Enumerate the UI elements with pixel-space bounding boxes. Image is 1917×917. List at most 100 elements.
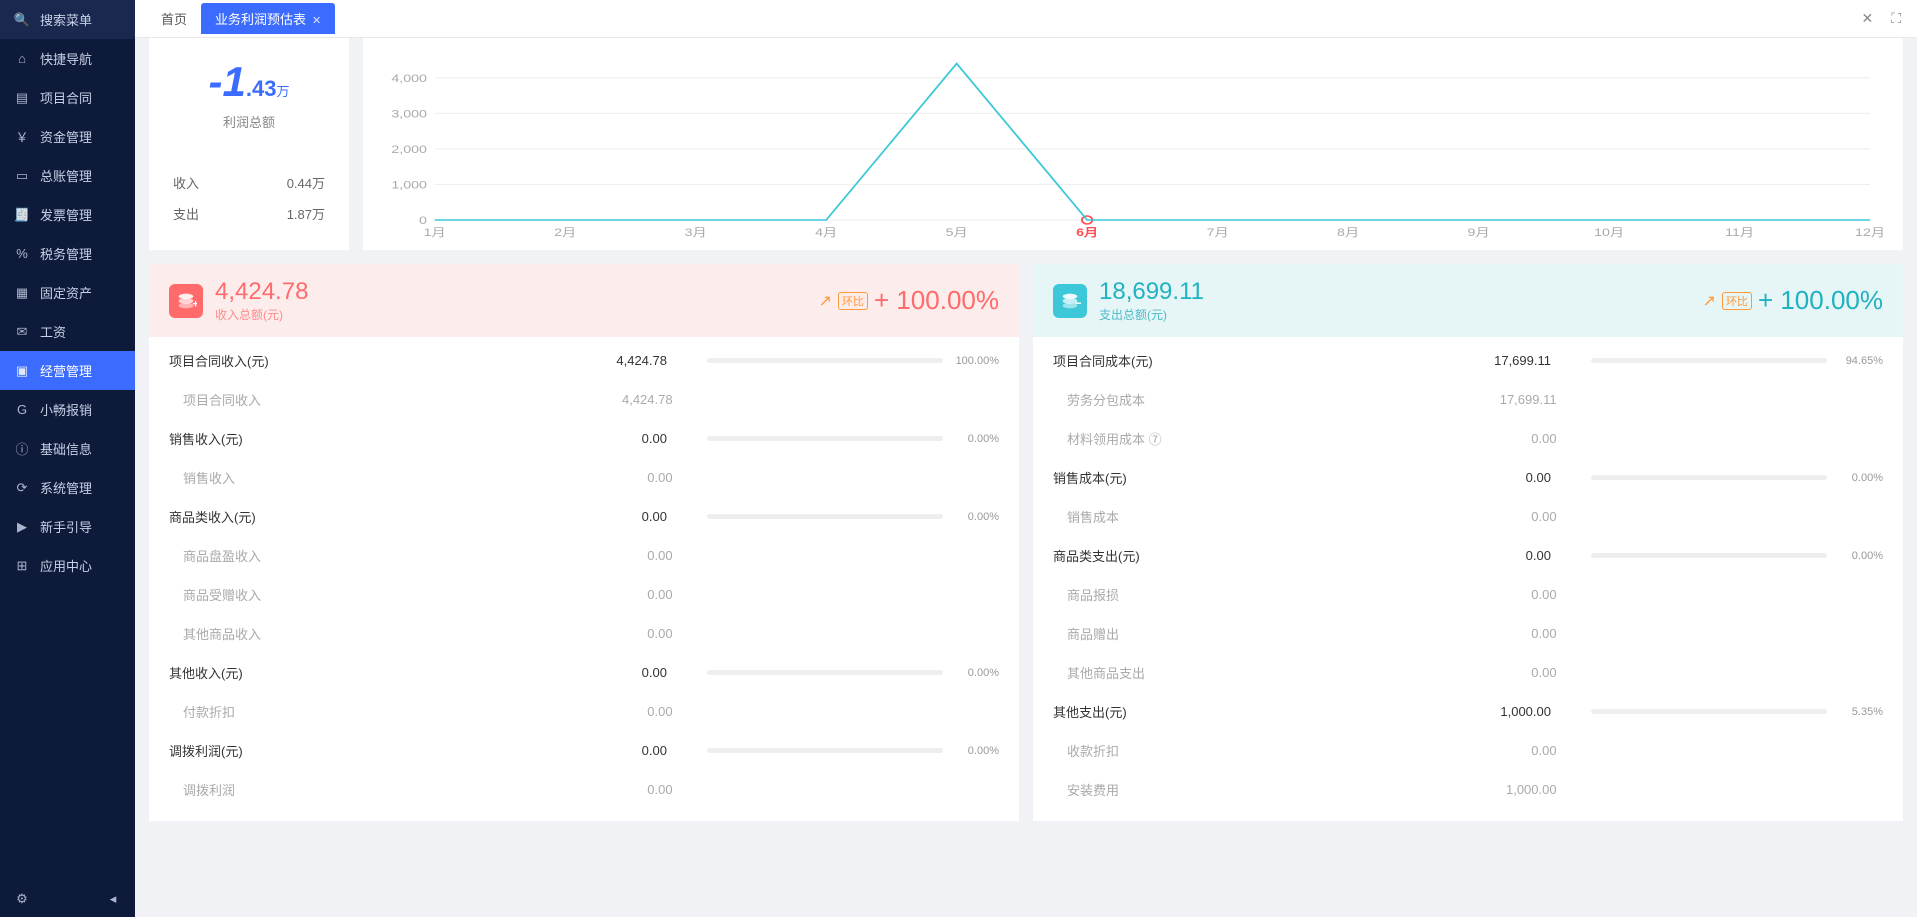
row-name: 调拨利润(元)	[169, 741, 518, 760]
money-icon: ￥	[14, 129, 30, 145]
row-pct: 0.00%	[951, 511, 999, 523]
row-name: 销售收入(元)	[169, 429, 518, 448]
row-bar: 0.00%	[667, 511, 999, 523]
list-row: 商品类支出(元)0.000.00%	[1053, 536, 1883, 575]
row-name: 商品类支出(元)	[1053, 546, 1402, 565]
trend-up-icon: ↗	[1703, 291, 1716, 311]
row-val: 0.00	[526, 548, 673, 563]
sidebar-item-9[interactable]: ▣ 经营管理	[0, 351, 135, 390]
guide-icon: ▶	[14, 519, 30, 535]
tab-label: 首页	[161, 12, 187, 27]
row-bar: 0.00%	[667, 667, 999, 679]
row-pct: 0.00%	[1835, 550, 1883, 562]
row-pct: 5.35%	[1835, 706, 1883, 718]
list-row: 调拨利润(元)0.000.00%	[169, 731, 999, 770]
sidebar-item-3[interactable]: ￥ 资金管理	[0, 117, 135, 156]
collapse-icon[interactable]: ◂	[105, 891, 121, 907]
sidebar-item-4[interactable]: ▭总账管理	[0, 156, 135, 195]
svg-text:3,000: 3,000	[391, 107, 427, 120]
profit-int: -1	[209, 58, 246, 105]
row-val: 17,699.11	[1410, 392, 1557, 407]
sidebar-item-1[interactable]: ⌂快捷导航	[0, 39, 135, 78]
close-all-icon[interactable]: ✕	[1857, 6, 1877, 31]
row-name: 商品报损	[1067, 585, 1410, 604]
row-name: 其他商品支出	[1067, 663, 1410, 682]
row-val: 0.00	[1410, 509, 1557, 524]
tab-1[interactable]: 业务利润预估表✕	[201, 3, 335, 34]
row-bar: 0.00%	[667, 433, 999, 445]
income-header: + 4,424.78 收入总额(元) ↗ 环比 + 100.00%	[149, 264, 1019, 337]
sidebar-item-10[interactable]: G小畅报销	[0, 390, 135, 429]
row-pct: 94.65%	[1835, 355, 1883, 367]
list-row: 收款折扣0.00	[1053, 731, 1883, 770]
expense-amount: 18,699.11	[1099, 278, 1204, 306]
tab-0[interactable]: 首页	[147, 3, 201, 34]
salary-icon: ✉	[14, 324, 30, 340]
row-val: 0.00	[526, 782, 673, 797]
row-name: 项目合同收入(元)	[169, 351, 518, 370]
sidebar-item-2[interactable]: ▤项目合同	[0, 78, 135, 117]
row-val: 4,424.78	[518, 353, 667, 368]
sidebar-item-12[interactable]: ⟳系统管理	[0, 468, 135, 507]
row-val: 0.00	[526, 704, 673, 719]
row-name: 商品类收入(元)	[169, 507, 518, 526]
sidebar-item-11[interactable]: ⓘ基础信息	[0, 429, 135, 468]
profit-label: 利润总额	[173, 112, 325, 131]
sidebar-item-5[interactable]: 🧾发票管理	[0, 195, 135, 234]
row-bar: 0.00%	[1551, 472, 1883, 484]
tab-close-icon[interactable]: ✕	[312, 15, 321, 27]
main: 首页业务利润预估表✕ ✕ ⛶ -1.43万 利润总额 收入0.44万支出1.87…	[135, 0, 1917, 917]
apps-icon: ⊞	[14, 558, 30, 574]
list-row: 劳务分包成本17,699.11	[1053, 380, 1883, 419]
search-icon: 🔍	[14, 12, 30, 28]
list-row: 项目合同成本(元)17,699.1194.65%	[1053, 341, 1883, 380]
sidebar-item-label: 应用中心	[40, 556, 92, 575]
list-row: 项目合同收入(元)4,424.78 100.00%	[169, 341, 999, 380]
trend-chart: 01,0002,0003,0004,0001月2月3月4月5月6月7月8月9月1…	[383, 52, 1883, 242]
row-name: 收款折扣	[1067, 741, 1410, 760]
sidebar-item-label: 系统管理	[40, 478, 92, 497]
list-row: 销售收入0.00	[169, 458, 999, 497]
expense-hb-label: 环比	[1722, 292, 1752, 310]
biz-icon: ▣	[14, 363, 30, 379]
sidebar-item-label: 税务管理	[40, 244, 92, 263]
row-val: 0.00	[1410, 431, 1557, 446]
expense-stack-icon: −	[1053, 284, 1087, 318]
row-val: 0.00	[526, 626, 673, 641]
svg-text:5月: 5月	[946, 226, 968, 239]
tax-icon: %	[14, 246, 30, 262]
row-val: 4,424.78	[526, 392, 673, 407]
sidebar-item-13[interactable]: ▶新手引导	[0, 507, 135, 546]
list-row: 商品类收入(元)0.000.00%	[169, 497, 999, 536]
row-val: 0.00	[526, 587, 673, 602]
svg-text:2月: 2月	[554, 226, 576, 239]
sidebar-item-label: 搜索菜单	[40, 10, 92, 29]
sidebar-item-0[interactable]: 🔍 搜索菜单	[0, 0, 135, 39]
list-row: 销售收入(元)0.000.00%	[169, 419, 999, 458]
sidebar-item-6[interactable]: % 税务管理	[0, 234, 135, 273]
sidebar-item-14[interactable]: ⊞ 应用中心	[0, 546, 135, 585]
list-row: 商品盘盈收入0.00	[169, 536, 999, 575]
report-icon: G	[14, 402, 30, 418]
svg-text:+: +	[192, 298, 197, 310]
fullscreen-icon[interactable]: ⛶	[1887, 6, 1905, 31]
svg-text:3月: 3月	[685, 226, 707, 239]
stat-row: 支出1.87万	[173, 198, 325, 229]
row-name: 商品盘盈收入	[183, 546, 526, 565]
sidebar-item-8[interactable]: ✉工资	[0, 312, 135, 351]
svg-text:4月: 4月	[815, 226, 837, 239]
expense-header: − 18,699.11 支出总额(元) ↗ 环比 + 100.00%	[1033, 264, 1903, 337]
row-pct: 0.00%	[951, 667, 999, 679]
sidebar-item-7[interactable]: ▦固定资产	[0, 273, 135, 312]
stat-row-val: 1.87万	[287, 204, 325, 223]
row-pct: 100.00%	[951, 355, 999, 367]
income-panel: + 4,424.78 收入总额(元) ↗ 环比 + 100.00% 项目合同收入…	[149, 264, 1019, 821]
income-label: 收入总额(元)	[215, 306, 308, 323]
svg-text:7月: 7月	[1207, 226, 1229, 239]
list-row: 项目合同收入4,424.78	[169, 380, 999, 419]
sidebar-item-label: 固定资产	[40, 283, 92, 302]
sidebar-item-label: 经营管理	[40, 361, 92, 380]
income-stack-icon: +	[169, 284, 203, 318]
settings-icon[interactable]: ⚙	[14, 891, 30, 907]
sidebar-item-label: 资金管理	[40, 127, 92, 146]
